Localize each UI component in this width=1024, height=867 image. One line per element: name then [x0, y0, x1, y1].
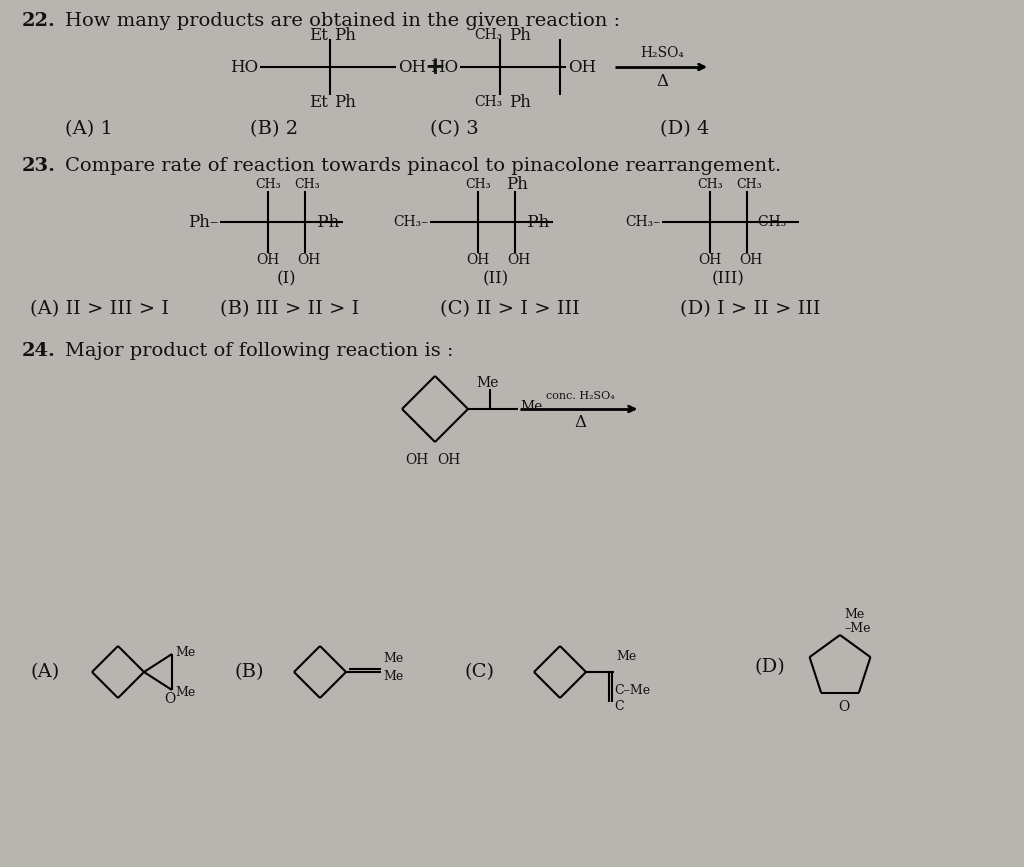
Text: O: O: [839, 700, 850, 714]
Text: (A) II > III > I: (A) II > III > I: [30, 300, 169, 318]
Text: CH₃: CH₃: [474, 95, 502, 109]
Text: Ph: Ph: [506, 175, 528, 192]
Text: 23.: 23.: [22, 157, 56, 175]
Text: Me: Me: [175, 646, 196, 659]
Text: OH: OH: [256, 253, 280, 267]
Text: Me: Me: [844, 609, 864, 622]
Text: OH: OH: [406, 453, 429, 467]
Text: OH: OH: [739, 253, 763, 267]
Text: (D) 4: (D) 4: [660, 120, 710, 138]
Text: (B) III > II > I: (B) III > II > I: [220, 300, 359, 318]
Text: (I): (I): [276, 271, 296, 288]
Text: CH₃: CH₃: [465, 178, 490, 191]
Text: CH₃–: CH₃–: [625, 215, 660, 229]
Text: 24.: 24.: [22, 342, 56, 360]
Text: OH: OH: [507, 253, 530, 267]
Text: (A): (A): [30, 663, 59, 681]
Text: OH: OH: [398, 58, 426, 75]
Text: How many products are obtained in the given reaction :: How many products are obtained in the gi…: [65, 12, 621, 30]
Text: (C): (C): [465, 663, 495, 681]
Text: C–Me: C–Me: [614, 683, 650, 696]
Text: CH₃: CH₃: [255, 178, 281, 191]
Text: Ph–: Ph–: [187, 213, 218, 231]
Text: Me: Me: [477, 376, 499, 390]
Text: CH₃: CH₃: [697, 178, 723, 191]
Text: +: +: [425, 55, 445, 79]
Text: Me: Me: [175, 686, 196, 699]
Text: (C) 3: (C) 3: [430, 120, 479, 138]
Text: OH: OH: [297, 253, 321, 267]
Text: Ph: Ph: [334, 94, 356, 110]
Text: Et: Et: [308, 27, 328, 43]
Text: Compare rate of reaction towards pinacol to pinacolone rearrangement.: Compare rate of reaction towards pinacol…: [65, 157, 781, 175]
Text: OH: OH: [698, 253, 722, 267]
Text: 22.: 22.: [22, 12, 56, 30]
Text: Ph: Ph: [509, 27, 530, 43]
Text: CH₃: CH₃: [294, 178, 319, 191]
Text: Ph: Ph: [509, 94, 530, 110]
Text: Et: Et: [308, 94, 328, 110]
Text: –CH₃: –CH₃: [751, 215, 786, 229]
Text: Major product of following reaction is :: Major product of following reaction is :: [65, 342, 454, 360]
Text: (A) 1: (A) 1: [65, 120, 113, 138]
Text: HO: HO: [430, 58, 458, 75]
Text: (II): (II): [483, 271, 509, 288]
Text: –Ph: –Ph: [519, 213, 549, 231]
Text: O: O: [165, 692, 176, 706]
Text: Δ: Δ: [574, 414, 586, 431]
Text: CH₃: CH₃: [474, 28, 502, 42]
Text: conc. H₂SO₄: conc. H₂SO₄: [546, 391, 614, 401]
Text: Me: Me: [383, 669, 403, 682]
Text: CH₃: CH₃: [736, 178, 762, 191]
Text: –Me: –Me: [844, 623, 870, 636]
Text: OH: OH: [568, 58, 596, 75]
Text: Δ: Δ: [656, 73, 668, 89]
Text: Me: Me: [383, 651, 403, 664]
Text: (D): (D): [755, 658, 785, 676]
Text: Me: Me: [520, 400, 543, 414]
Text: (C) II > I > III: (C) II > I > III: [440, 300, 580, 318]
Text: (D) I > II > III: (D) I > II > III: [680, 300, 820, 318]
Text: (B) 2: (B) 2: [250, 120, 298, 138]
Text: CH₃–: CH₃–: [393, 215, 428, 229]
Text: OH: OH: [437, 453, 461, 467]
Text: (III): (III): [712, 271, 744, 288]
Text: –Ph: –Ph: [309, 213, 339, 231]
Text: Ph: Ph: [334, 27, 356, 43]
Text: (B): (B): [234, 663, 264, 681]
Text: Me: Me: [616, 649, 636, 662]
Text: H₂SO₄: H₂SO₄: [640, 46, 684, 60]
Text: OH: OH: [466, 253, 489, 267]
Text: C: C: [614, 700, 624, 713]
Text: HO: HO: [229, 58, 258, 75]
